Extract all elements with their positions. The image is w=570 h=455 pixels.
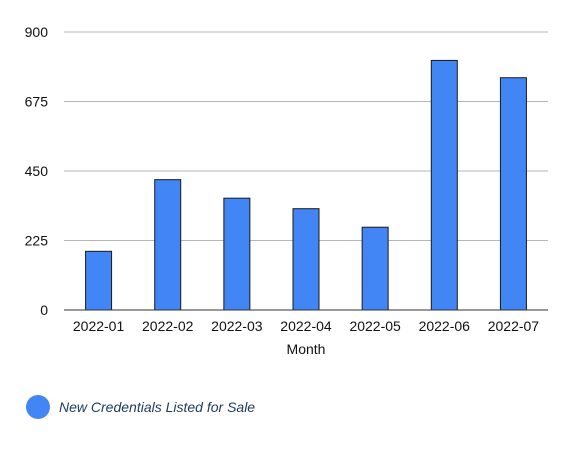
y-tick-label: 900 (25, 24, 49, 40)
x-axis-title: Month (287, 341, 326, 357)
legend-swatch (26, 395, 50, 419)
bar-2022-04 (292, 208, 320, 311)
x-tick-label: 2022-06 (419, 318, 471, 334)
bar-2022-03 (223, 197, 251, 311)
y-tick-label: 225 (25, 233, 49, 249)
bar-2022-01 (85, 250, 113, 311)
legend: New Credentials Listed for Sale (26, 395, 255, 419)
x-axis-tick-labels: 2022-01 2022-02 2022-03 2022-04 2022-05 2022-… (73, 318, 539, 334)
bar-2022-02 (154, 179, 182, 311)
x-tick-label: 2022-03 (211, 318, 263, 334)
x-tick-label: 2022-07 (488, 318, 540, 334)
y-tick-label: 675 (25, 94, 49, 110)
bar-2022-07 (499, 77, 527, 311)
x-tick-label: 2022-02 (142, 318, 194, 334)
x-tick-label: 2022-04 (280, 318, 332, 334)
x-tick-label: 2022-05 (349, 318, 401, 334)
bars (85, 59, 527, 311)
bar-2022-05 (361, 226, 389, 311)
legend-label: New Credentials Listed for Sale (59, 399, 256, 415)
y-tick-label: 0 (40, 302, 48, 318)
x-tick-label: 2022-01 (73, 318, 125, 334)
bar-2022-06 (430, 59, 458, 311)
y-axis-tick-labels: 0 225 450 675 900 (25, 24, 49, 318)
y-tick-label: 450 (25, 163, 49, 179)
